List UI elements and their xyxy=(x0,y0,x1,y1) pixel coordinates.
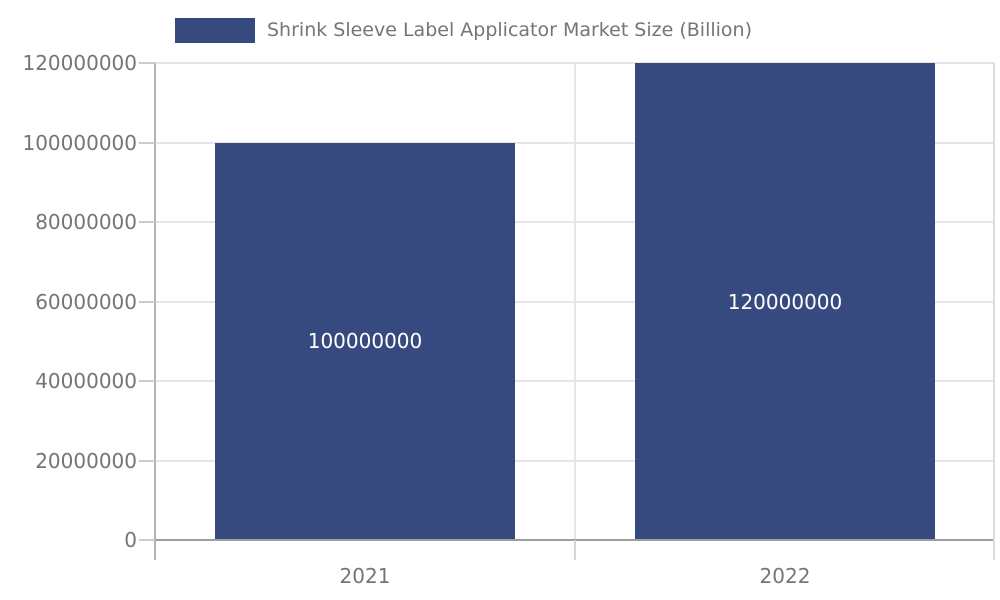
y-tick-mark xyxy=(139,300,155,303)
legend[interactable]: Shrink Sleeve Label Applicator Market Si… xyxy=(175,17,752,43)
y-tick-label: 100000000 xyxy=(22,130,137,155)
y-tick-label: 80000000 xyxy=(35,210,137,234)
legend-label: Shrink Sleeve Label Applicator Market Si… xyxy=(267,19,752,41)
category-gridline xyxy=(574,63,576,540)
legend-swatch xyxy=(175,17,255,43)
y-tick-label: 20000000 xyxy=(35,448,137,473)
y-tick-mark xyxy=(139,380,155,382)
y-axis-line xyxy=(154,63,156,560)
category-boundary-tick xyxy=(574,540,576,560)
y-tick-label: 40000000 xyxy=(35,369,137,393)
y-tick-mark xyxy=(139,221,155,223)
bar-value-label: 100000000 xyxy=(307,329,423,354)
y-tick-mark xyxy=(139,459,155,462)
bar-2022[interactable] xyxy=(635,63,935,540)
bar-value-label: 120000000 xyxy=(727,289,843,314)
x-tick-label: 2021 xyxy=(339,564,391,588)
x-tick-label: 2022 xyxy=(759,564,811,588)
y-tick-label: 60000000 xyxy=(35,289,137,314)
y-tick-label: 0 xyxy=(124,528,137,552)
y-tick-label: 120000000 xyxy=(22,51,137,75)
y-tick-mark xyxy=(139,539,155,541)
plot-right-border xyxy=(993,63,995,560)
y-tick-mark xyxy=(139,141,155,144)
bar-2021[interactable] xyxy=(215,142,515,540)
y-tick-mark xyxy=(139,62,155,64)
